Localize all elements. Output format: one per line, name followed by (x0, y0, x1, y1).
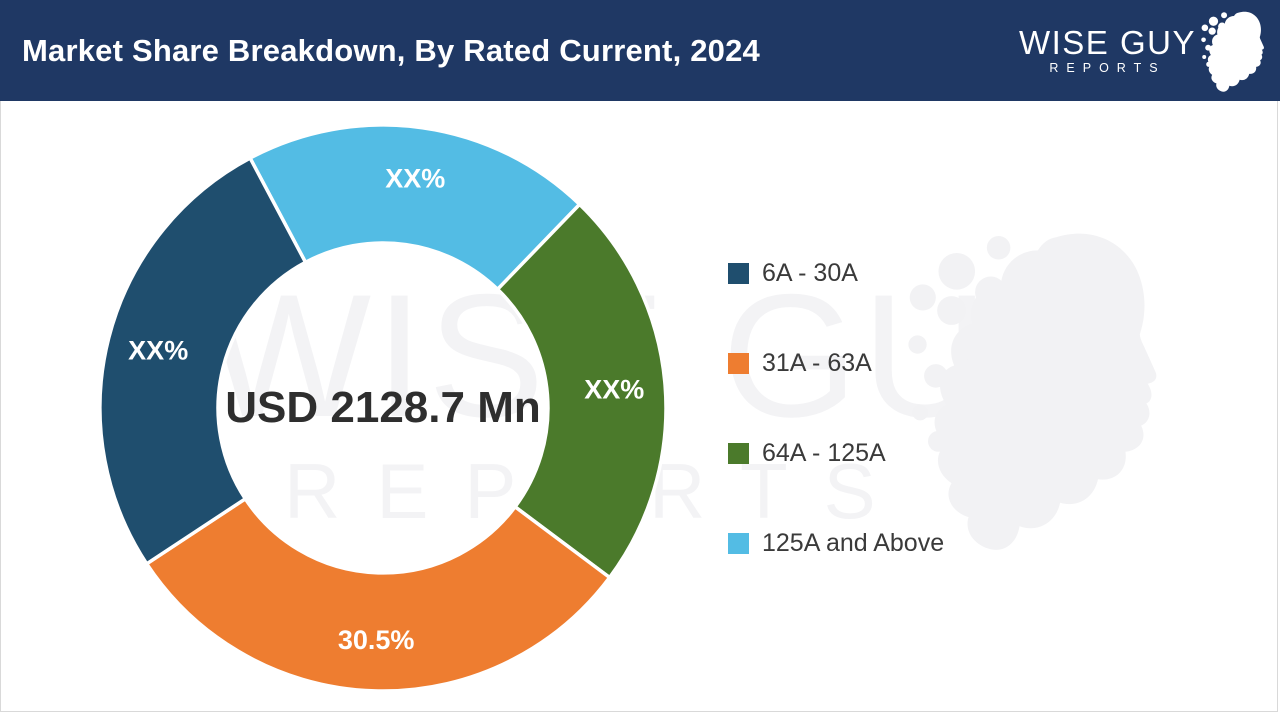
donut-slice-31a-63a[interactable] (144, 497, 612, 693)
legend-label: 125A and Above (762, 528, 945, 557)
brand-logo-text: WISE GUY REPORTS (1018, 23, 1196, 76)
donut-center-value: USD 2128.7 Mn (225, 383, 541, 432)
header-bar: Market Share Breakdown, By Rated Current… (0, 0, 1280, 101)
chart-legend: 6A - 30A 31A - 63A 64A - 125A 125A and Abov… (728, 256, 944, 616)
legend-label: 6A - 30A (762, 258, 858, 287)
donut-slice-6a-30a[interactable] (98, 156, 308, 566)
legend-item[interactable]: 64A - 125A (728, 436, 944, 470)
brand-subtitle: REPORTS (1049, 61, 1166, 76)
legend-swatch (728, 532, 749, 554)
donut-slice-64a-125a[interactable] (495, 202, 668, 580)
brand-head-icon (1201, 11, 1264, 92)
page-title: Market Share Breakdown, By Rated Current… (22, 32, 760, 68)
legend-swatch (728, 262, 749, 284)
legend-item[interactable]: 6A - 30A (728, 256, 944, 290)
brand-name: WISE GUY (1018, 23, 1196, 61)
legend-label: 64A - 125A (762, 438, 886, 467)
legend-swatch (728, 352, 749, 374)
watermark-line2: REPORTS (284, 452, 1113, 530)
donut-slice-125a-and-above[interactable] (248, 123, 582, 292)
legend-label: 31A - 63A (762, 348, 872, 377)
legend-item[interactable]: 125A and Above (728, 526, 944, 560)
brand-logo: WISE GUY REPORTS (1019, 8, 1266, 94)
legend-swatch (728, 442, 749, 464)
legend-item[interactable]: 31A - 63A (728, 346, 944, 380)
